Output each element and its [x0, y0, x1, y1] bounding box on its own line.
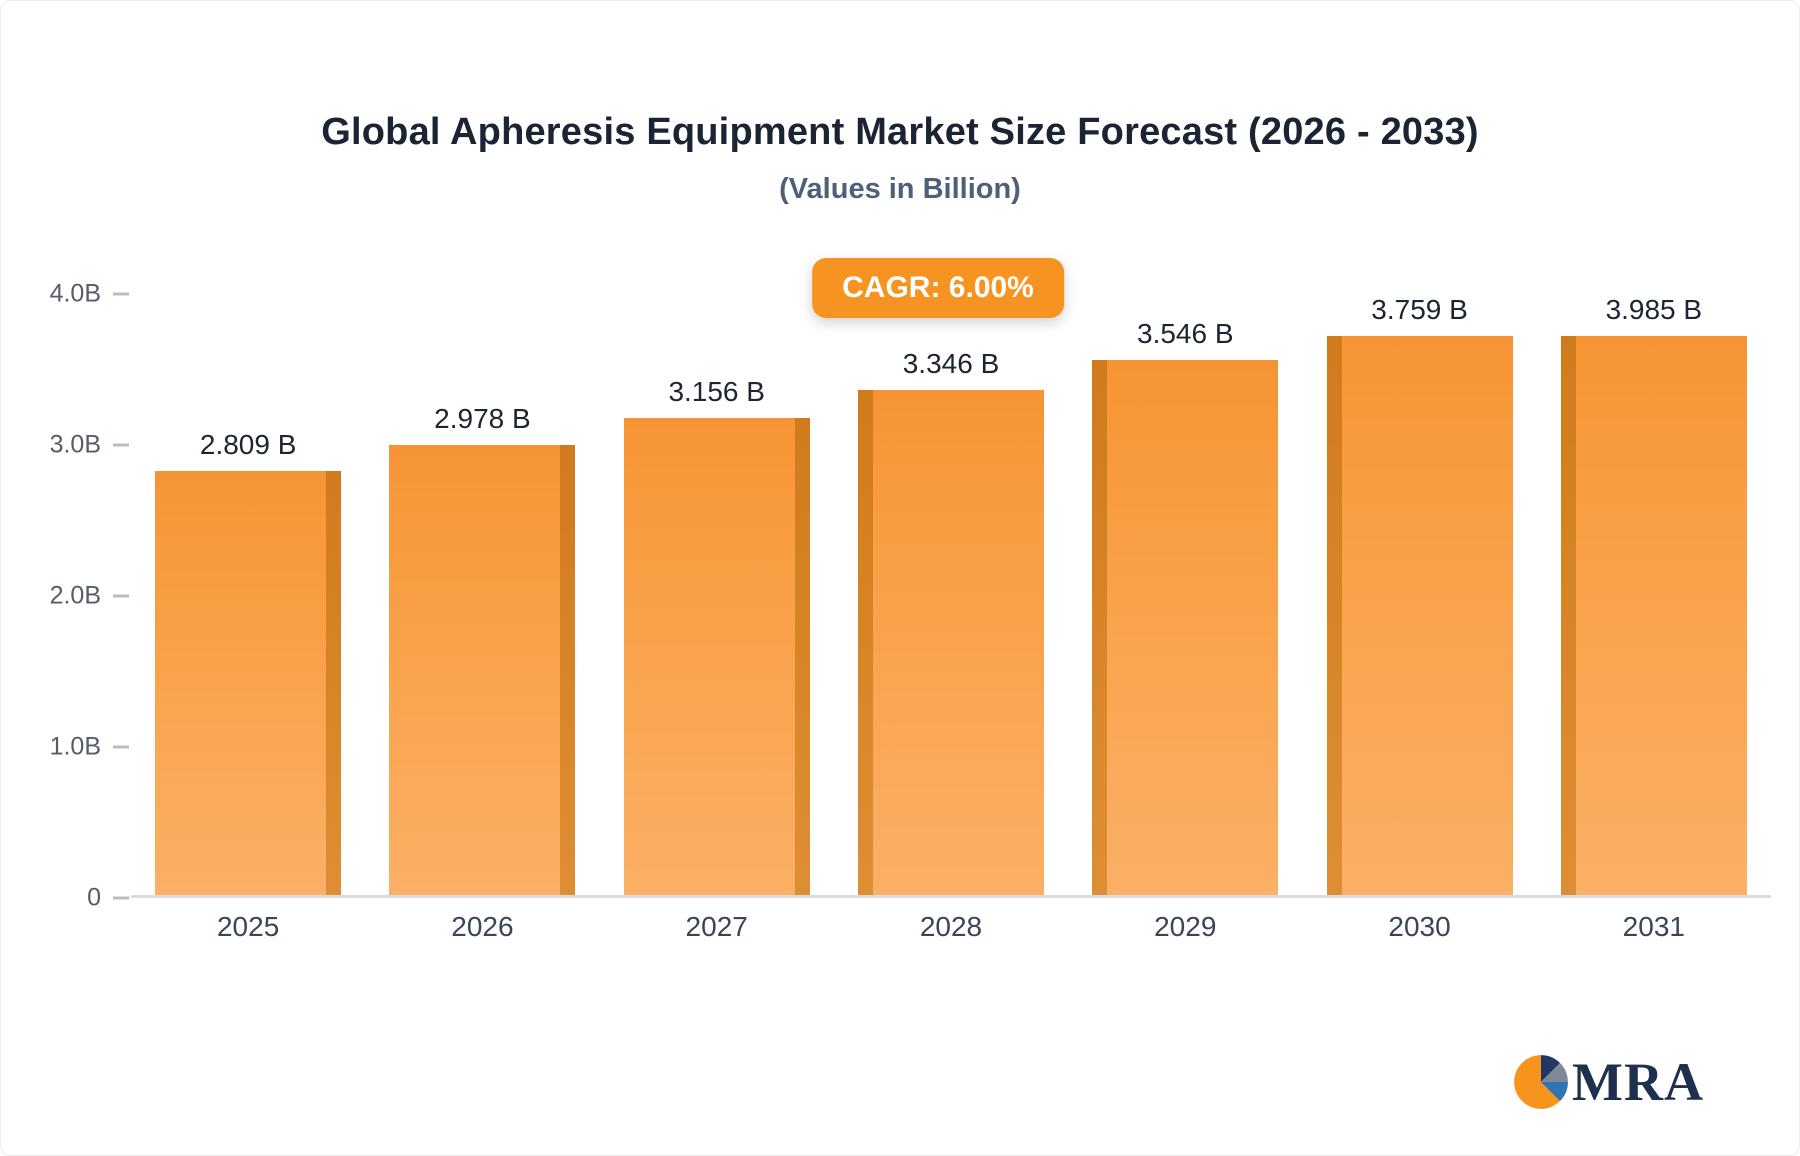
- bar-shade: [1326, 336, 1342, 895]
- y-tick-mark: [113, 896, 129, 900]
- value-label-2030: 3.759 B: [1371, 294, 1468, 325]
- bar-slot-2029: 3.546 B 2029: [1068, 294, 1302, 942]
- logo-text: MRA: [1572, 1052, 1704, 1112]
- value-label-2031: 3.985 B: [1605, 294, 1703, 325]
- y-tick-label: 3.0B: [49, 430, 101, 459]
- y-tick-mark: [113, 443, 129, 447]
- bar-slot-2031: 3.985 B 2031: [1537, 294, 1771, 942]
- chart-subtitle: (Values in Billion): [779, 173, 1021, 205]
- y-tick-mark: [113, 594, 129, 598]
- bar-shade: [857, 390, 873, 895]
- logo-pie-icon: [1514, 1055, 1568, 1109]
- x-label-2027: 2027: [685, 911, 748, 942]
- y-tick-label: 1.0B: [49, 732, 101, 761]
- bar-shade: [794, 418, 810, 895]
- value-label-2026: 2.978 B: [434, 403, 531, 434]
- chart-title: Global Apheresis Equipment Market Size F…: [321, 111, 1479, 153]
- x-label-2031: 2031: [1622, 911, 1685, 942]
- value-label-2027: 3.156 B: [668, 376, 765, 407]
- bar-2030: [1326, 336, 1513, 895]
- y-tick-label: 0: [87, 883, 101, 912]
- value-label-2025: 2.809 B: [199, 429, 297, 460]
- y-tick-3.0B: 3.0B: [50, 431, 129, 460]
- brand-logo: MRA: [1513, 1054, 1704, 1110]
- bar-slot-2026: 2.978 B 2026: [365, 294, 599, 942]
- x-label-2030: 2030: [1388, 911, 1451, 942]
- cagr-badge: CAGR: 6.00%: [812, 258, 1064, 318]
- x-label-2029: 2029: [1154, 911, 1217, 942]
- y-axis: 0 1.0B 2.0B 3.0B 4.0B: [1, 280, 129, 912]
- y-tick-mark: [113, 292, 129, 296]
- bar-2031: [1560, 336, 1747, 895]
- bar-slot-2028: 3.346 B 2028: [834, 294, 1068, 942]
- bar-2027: [623, 418, 810, 895]
- y-tick-label: 2.0B: [49, 581, 101, 610]
- bar-shade: [1560, 336, 1576, 895]
- y-tick-2.0B: 2.0B: [50, 582, 129, 611]
- bar-shade: [1092, 360, 1108, 895]
- bar-2025: [155, 471, 342, 895]
- bar-2029: [1092, 360, 1279, 895]
- value-label-2028: 3.346 B: [902, 348, 1000, 379]
- bar-slot-2027: 3.156 B 2027: [600, 294, 834, 942]
- x-label-2026: 2026: [451, 911, 514, 942]
- y-tick-0: 0: [87, 884, 129, 913]
- x-label-2028: 2028: [919, 911, 983, 942]
- x-label-2025: 2025: [216, 911, 280, 942]
- y-tick-1.0B: 1.0B: [50, 733, 129, 762]
- plot-area: 2.809 B 2025 2.978 B 2026 3.156 B 2027 3.346 B…: [131, 294, 1771, 942]
- y-tick-4.0B: 4.0B: [50, 280, 129, 309]
- bar-shade: [560, 445, 576, 895]
- bar-slot-2025: 2.809 B 2025: [131, 294, 365, 942]
- y-tick-label: 4.0B: [49, 279, 101, 308]
- bar-2028: [857, 390, 1044, 895]
- bar-slot-2030: 3.759 B 2030: [1302, 294, 1536, 942]
- bar-2026: [389, 445, 576, 895]
- bar-shade: [326, 471, 342, 895]
- value-label-2029: 3.546 B: [1137, 318, 1234, 349]
- y-tick-mark: [113, 745, 129, 749]
